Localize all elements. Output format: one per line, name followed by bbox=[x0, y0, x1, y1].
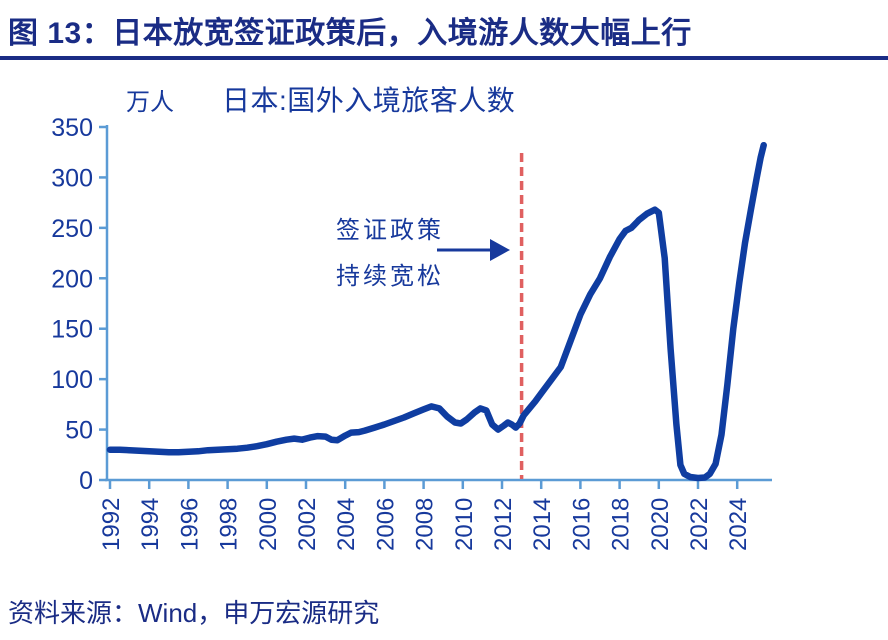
title-underline bbox=[0, 56, 888, 60]
x-tick-label: 1994 bbox=[137, 498, 164, 551]
y-tick-label: 50 bbox=[65, 417, 93, 445]
y-tick-label: 100 bbox=[51, 366, 93, 394]
x-tick-label: 1992 bbox=[98, 498, 125, 551]
x-tick-label: 2012 bbox=[490, 498, 517, 551]
annotation-text-line2: 持续宽松 bbox=[336, 263, 444, 290]
figure-title: 图 13：日本放宽签证政策后，入境游人数大幅上行 bbox=[8, 17, 692, 50]
y-tick-label: 250 bbox=[51, 215, 93, 243]
annotation-text-line1: 签证政策 bbox=[336, 217, 444, 244]
x-tick-label: 2006 bbox=[372, 498, 399, 551]
x-tick-label: 1998 bbox=[216, 498, 243, 551]
x-tick-label: 2014 bbox=[529, 498, 556, 551]
x-tick-label: 2020 bbox=[647, 498, 674, 551]
chart-series-title: 日本:国外入境旅客人数 bbox=[222, 85, 516, 116]
x-tick-label: 2008 bbox=[412, 498, 439, 551]
y-axis-unit-label: 万人 bbox=[126, 89, 174, 116]
y-tick-label: 350 bbox=[51, 114, 93, 142]
x-tick-label: 2016 bbox=[568, 498, 595, 551]
x-tick-label: 2024 bbox=[725, 498, 752, 551]
y-tick-label: 300 bbox=[51, 164, 93, 192]
source-note: 资料来源：Wind，申万宏源研究 bbox=[8, 598, 380, 628]
y-tick-label: 0 bbox=[79, 467, 93, 495]
x-tick-label: 1996 bbox=[176, 498, 203, 551]
x-tick-label: 2004 bbox=[333, 498, 360, 551]
y-tick-label: 150 bbox=[51, 316, 93, 344]
x-tick-label: 2018 bbox=[608, 498, 635, 551]
y-tick-label: 200 bbox=[51, 265, 93, 293]
x-tick-label: 2000 bbox=[255, 498, 282, 551]
x-tick-label: 2022 bbox=[686, 498, 713, 551]
x-tick-label: 2002 bbox=[294, 498, 321, 551]
x-tick-label: 2010 bbox=[451, 498, 478, 551]
data-series-line bbox=[106, 141, 767, 482]
annotation-arrow-head bbox=[490, 239, 510, 261]
